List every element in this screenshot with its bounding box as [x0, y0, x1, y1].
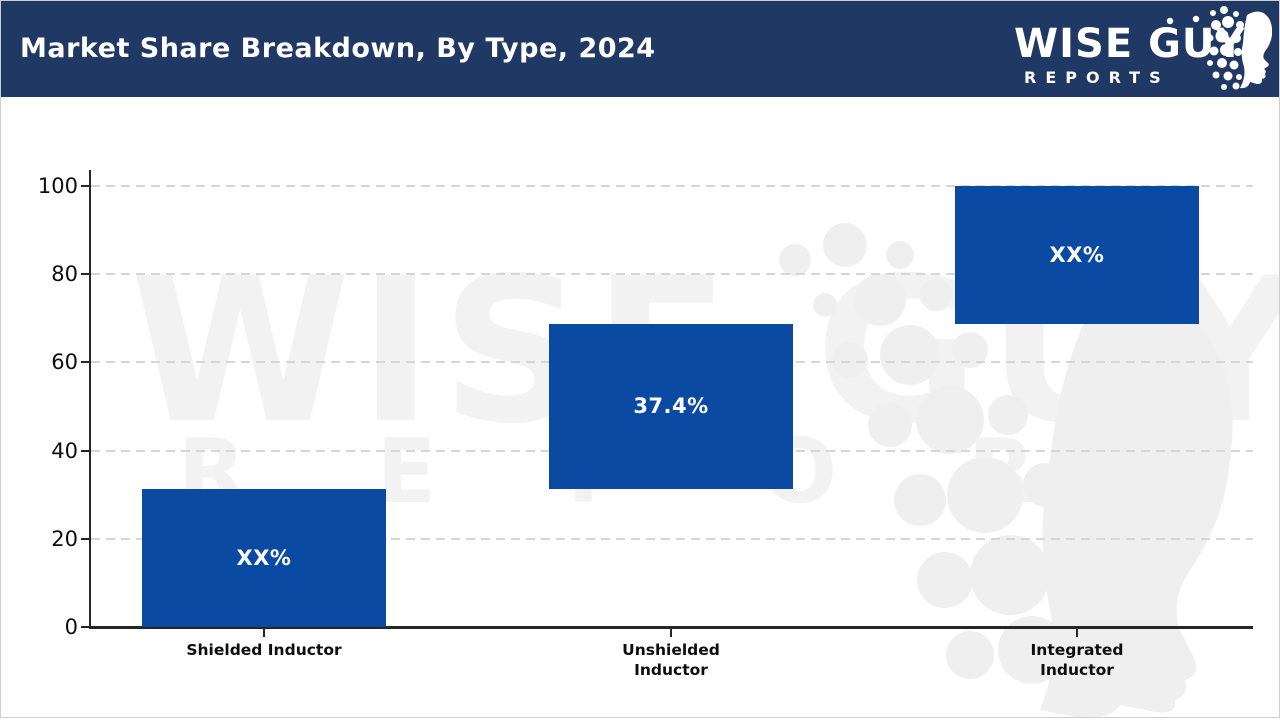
wise-guy-reports-logo: WISE GUY REPORTS: [1014, 6, 1272, 90]
y-tick-label-20: 20: [51, 526, 78, 551]
y-tick-label-100: 100: [37, 174, 78, 198]
gridline-y-80: [91, 273, 1253, 276]
y-tick-mark-0: [81, 626, 89, 628]
y-tick-mark-60: [81, 361, 89, 364]
y-tick-label-80: 80: [51, 262, 78, 287]
x-tick-mark-1: [263, 629, 265, 637]
gridline-y-20: [91, 537, 1253, 540]
x-axis-line: [89, 626, 1253, 629]
x-tick-label-integrated-inductor: Integrated Inductor: [1030, 641, 1124, 679]
bar-shielded-inductor: XX%: [142, 488, 386, 627]
gridline-y-100: [91, 185, 1253, 187]
x-tick-label-unshielded-inductor: Unshielded Inductor: [622, 641, 720, 679]
bar-unshielded-inductor: 37.4%: [549, 324, 793, 489]
x-tick-mark-3: [1076, 629, 1078, 637]
bar-integrated-inductor: XX%: [955, 186, 1199, 325]
y-tick-label-0: 0: [64, 615, 78, 639]
bar-value-label: XX%: [236, 545, 292, 570]
y-tick-mark-20: [81, 537, 89, 540]
logo-wordmark: WISE GUY: [1014, 21, 1245, 67]
bar-value-label: XX%: [1049, 243, 1105, 268]
logo-face-silhouette: [1240, 11, 1272, 89]
y-tick-mark-80: [81, 273, 89, 276]
logo-dot-cluster: [1206, 6, 1244, 90]
y-tick-label-40: 40: [51, 438, 78, 463]
y-tick-mark-100: [81, 185, 89, 187]
chart-title: Market Share Breakdown, By Type, 2024: [20, 33, 656, 64]
x-tick-mark-2: [670, 629, 672, 637]
y-tick-mark-40: [81, 449, 89, 452]
y-tick-label-60: 60: [51, 350, 78, 375]
x-tick-label-shielded-inductor: Shielded Inductor: [186, 641, 342, 659]
y-axis-line: [89, 170, 91, 628]
watermark-face-dots: [779, 223, 1233, 719]
logo-subtitle: REPORTS: [1024, 68, 1170, 87]
bar-value-label: 37.4%: [633, 394, 709, 419]
header-bar: Market Share Breakdown, By Type, 2024 WI…: [0, 0, 1280, 97]
